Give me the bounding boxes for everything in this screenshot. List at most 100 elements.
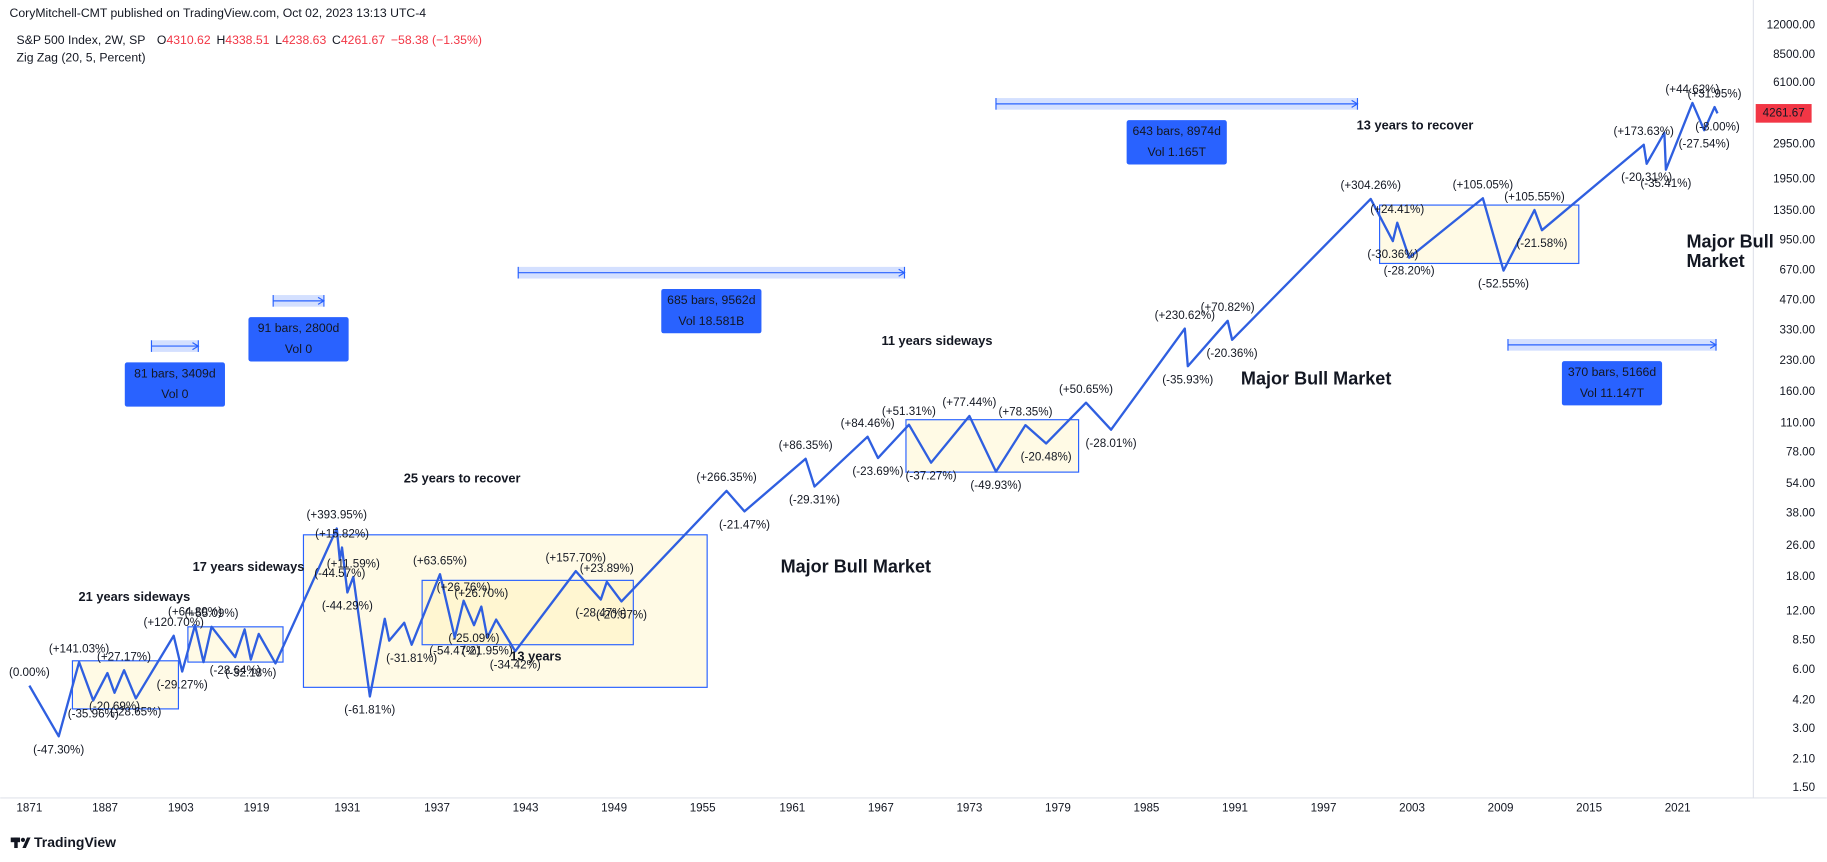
measure-arrow <box>898 268 906 277</box>
pivot-label: (-28.01%) <box>1086 437 1137 450</box>
pivot-label: (-61.81%) <box>344 704 395 717</box>
y-tick-label: 950.00 <box>1780 234 1816 247</box>
last-price-tag <box>1755 104 1812 123</box>
pivot-label: (-35.96%) <box>68 707 119 720</box>
pivot-label: (+63.65%) <box>413 554 467 567</box>
pivot-label: (-25.09%) <box>448 632 499 645</box>
pivot-label: (-27.54%) <box>1679 137 1730 150</box>
annotation: 17 years sideways <box>193 559 305 574</box>
pivot-label: (+50.65%) <box>1059 383 1113 396</box>
pivot-label: (+86.35%) <box>779 439 833 452</box>
pivot-label: (-44.29%) <box>322 600 373 613</box>
pivot-label: (-35.93%) <box>1162 373 1213 386</box>
pivot-label: (-30.36%) <box>1367 248 1418 261</box>
measure-label: Vol 18.581B <box>678 314 744 328</box>
x-tick-label: 1887 <box>92 801 118 814</box>
indicator: Zig Zag (20, 5, Percent) <box>17 50 146 64</box>
measure-label: 685 bars, 9562d <box>667 293 756 307</box>
pivot-label: (+70.82%) <box>1201 301 1255 314</box>
pivot-label: (-28.47%) <box>575 607 626 620</box>
measure-label: 91 bars, 2800d <box>258 321 340 335</box>
pivot-label: (+26.76%) <box>437 581 491 594</box>
measure-label: Vol 0 <box>161 387 188 401</box>
footer-logo <box>10 837 31 849</box>
y-tick-label: 1950.00 <box>1773 173 1816 186</box>
x-tick-label: 1985 <box>1134 801 1160 814</box>
ohlc-value: 4338.51 <box>225 33 269 47</box>
measure-label: 81 bars, 3409d <box>134 366 216 380</box>
x-tick-label: 2003 <box>1399 801 1425 814</box>
y-tick-label: 2.10 <box>1792 752 1815 765</box>
pivot-label: (-23.69%) <box>852 465 903 478</box>
measure-arrow <box>1351 99 1359 108</box>
measure-box <box>661 289 762 334</box>
x-tick-label: 2015 <box>1576 801 1602 814</box>
measure-label: Vol 11.147T <box>1580 386 1645 400</box>
pivot-label: (+105.55%) <box>1504 190 1565 203</box>
pivot-label: (0.00%) <box>9 666 50 679</box>
plot: (0.00%)(-47.30%)(+141.03%)(-35.96%)(-20.… <box>9 83 1742 756</box>
x-tick-label: 1919 <box>244 801 270 814</box>
x-tick-label: 1937 <box>424 801 450 814</box>
measure-box <box>124 362 225 407</box>
measure-arrow <box>1709 340 1718 349</box>
pivot-label: (-47.30%) <box>33 743 84 756</box>
x-tick-label: 1949 <box>601 801 627 814</box>
y-tick-label: 54.00 <box>1786 477 1816 490</box>
x-tick-label: 1903 <box>168 801 194 814</box>
pivot-label: (+51.31%) <box>882 405 936 418</box>
y-tick-label: 26.00 <box>1786 539 1816 552</box>
y-tick-label: 38.00 <box>1786 507 1816 520</box>
change: −58.38 (−1.35%) <box>391 33 482 47</box>
annotation: Major Bull <box>1687 231 1774 251</box>
pivot-label: (+55.09%) <box>185 607 239 620</box>
annotation: Market <box>1687 251 1745 271</box>
pivot-label: (-21.58%) <box>1516 237 1567 250</box>
y-tick-label: 12.00 <box>1786 604 1816 617</box>
x-tick-label: 1961 <box>779 801 805 814</box>
pivot-label: (+78.35%) <box>998 405 1052 418</box>
pivot-label: (-20.31%) <box>1621 171 1672 184</box>
pivot-label: (-49.93%) <box>970 479 1021 492</box>
x-tick-label: 1973 <box>956 801 982 814</box>
pivot-label: (-31.81%) <box>386 652 437 665</box>
ohlc-label: L <box>275 33 282 47</box>
measure-box <box>1126 120 1227 165</box>
brand: TradingView <box>34 834 116 850</box>
pivot-label: (-29.31%) <box>789 494 840 507</box>
annotation: 13 years <box>510 648 561 663</box>
measure-arrow <box>317 296 326 305</box>
pivot-label: (-8.00%) <box>1695 120 1740 133</box>
y-tick-label: 12000.00 <box>1767 19 1816 32</box>
x-tick-label: 1943 <box>513 801 539 814</box>
measure-label: Vol 1.165T <box>1148 145 1207 159</box>
y-tick-label: 8500.00 <box>1773 48 1816 61</box>
pivot-label: (-32.18%) <box>225 667 276 680</box>
y-tick-label: 230.00 <box>1780 354 1816 367</box>
annotation: 13 years to recover <box>1357 118 1474 133</box>
range-box <box>71 660 180 710</box>
pivot-label: (-28.64%) <box>210 664 261 677</box>
y-tick-label: 6.00 <box>1792 663 1815 676</box>
measure-arrow <box>192 342 200 351</box>
ohlc-value: 4261.67 <box>341 33 385 47</box>
pivot-label: (+230.62%) <box>1155 309 1216 322</box>
pivot-label: (+31.95%) <box>1688 87 1742 100</box>
x-tick-label: 1931 <box>334 801 360 814</box>
y-tick-label: 1.50 <box>1792 781 1815 794</box>
pivot-label: (+304.26%) <box>1341 179 1402 192</box>
pivot-label: (+266.35%) <box>696 471 757 484</box>
measure-box <box>248 317 349 362</box>
y-tick-label: 1350.00 <box>1773 204 1816 217</box>
pivot-label: (+27.17%) <box>97 650 151 663</box>
y-tick-label: 6100.00 <box>1773 76 1816 89</box>
annotation: Major Bull Market <box>1241 369 1391 389</box>
last-price-label: 4261.67 <box>1763 106 1805 119</box>
pivot-label: (-44.57%) <box>314 567 365 580</box>
pivot-label: (-21.47%) <box>719 518 770 531</box>
pivot-label: (-29.27%) <box>157 679 208 692</box>
pivot-label: (+393.95%) <box>307 509 368 522</box>
x-tick-label: 1871 <box>16 801 42 814</box>
measure-label: 370 bars, 5166d <box>1568 365 1657 379</box>
